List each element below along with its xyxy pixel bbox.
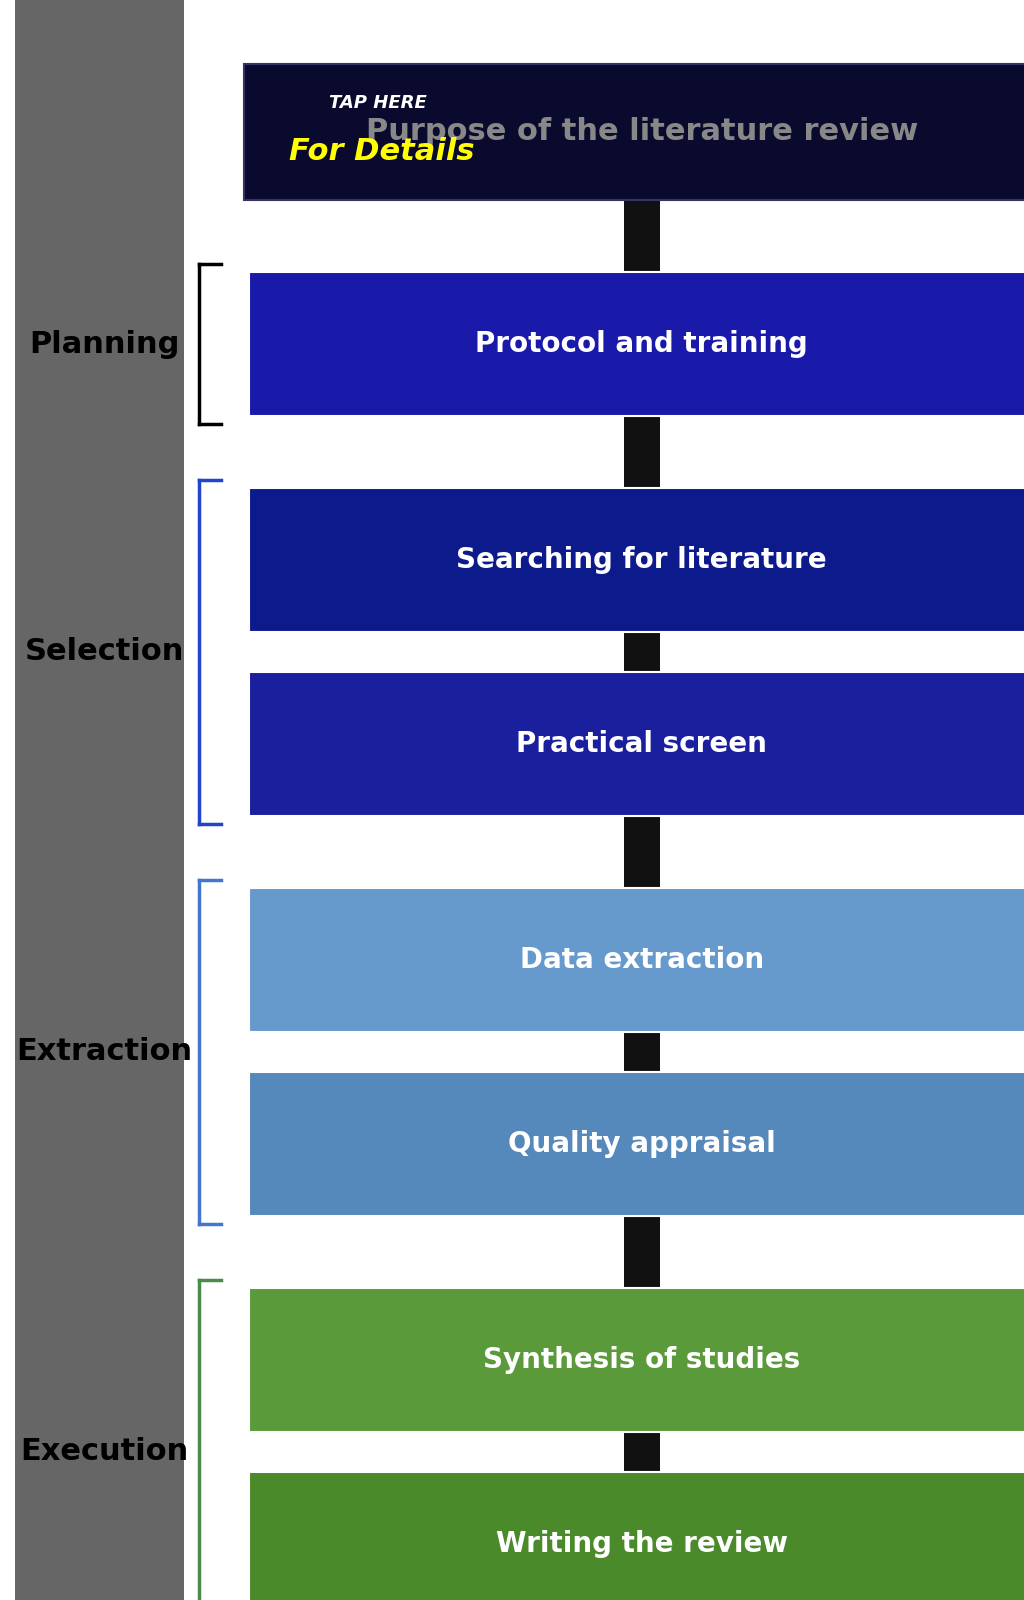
FancyBboxPatch shape	[250, 1472, 1024, 1600]
FancyBboxPatch shape	[250, 272, 1024, 416]
Text: Writing the review: Writing the review	[496, 1530, 787, 1558]
FancyBboxPatch shape	[250, 672, 1024, 816]
FancyBboxPatch shape	[245, 64, 1024, 200]
Text: Searching for literature: Searching for literature	[457, 546, 827, 574]
FancyBboxPatch shape	[250, 488, 1024, 632]
Text: Quality appraisal: Quality appraisal	[508, 1130, 775, 1158]
FancyBboxPatch shape	[250, 888, 1024, 1032]
Text: Protocol and training: Protocol and training	[475, 330, 808, 358]
Text: Synthesis of studies: Synthesis of studies	[483, 1346, 801, 1374]
Text: Data extraction: Data extraction	[519, 946, 764, 974]
Text: TAP HERE: TAP HERE	[330, 94, 427, 112]
FancyBboxPatch shape	[624, 200, 659, 1600]
FancyBboxPatch shape	[14, 0, 184, 1600]
FancyBboxPatch shape	[250, 1072, 1024, 1216]
Text: For Details: For Details	[290, 136, 475, 166]
FancyBboxPatch shape	[250, 1288, 1024, 1432]
Text: Selection: Selection	[25, 637, 184, 667]
Text: Extraction: Extraction	[16, 1037, 193, 1067]
Text: Purpose of the literature review: Purpose of the literature review	[366, 117, 918, 147]
Text: Execution: Execution	[20, 1437, 188, 1467]
Text: Practical screen: Practical screen	[516, 730, 767, 758]
Text: Planning: Planning	[30, 330, 180, 358]
